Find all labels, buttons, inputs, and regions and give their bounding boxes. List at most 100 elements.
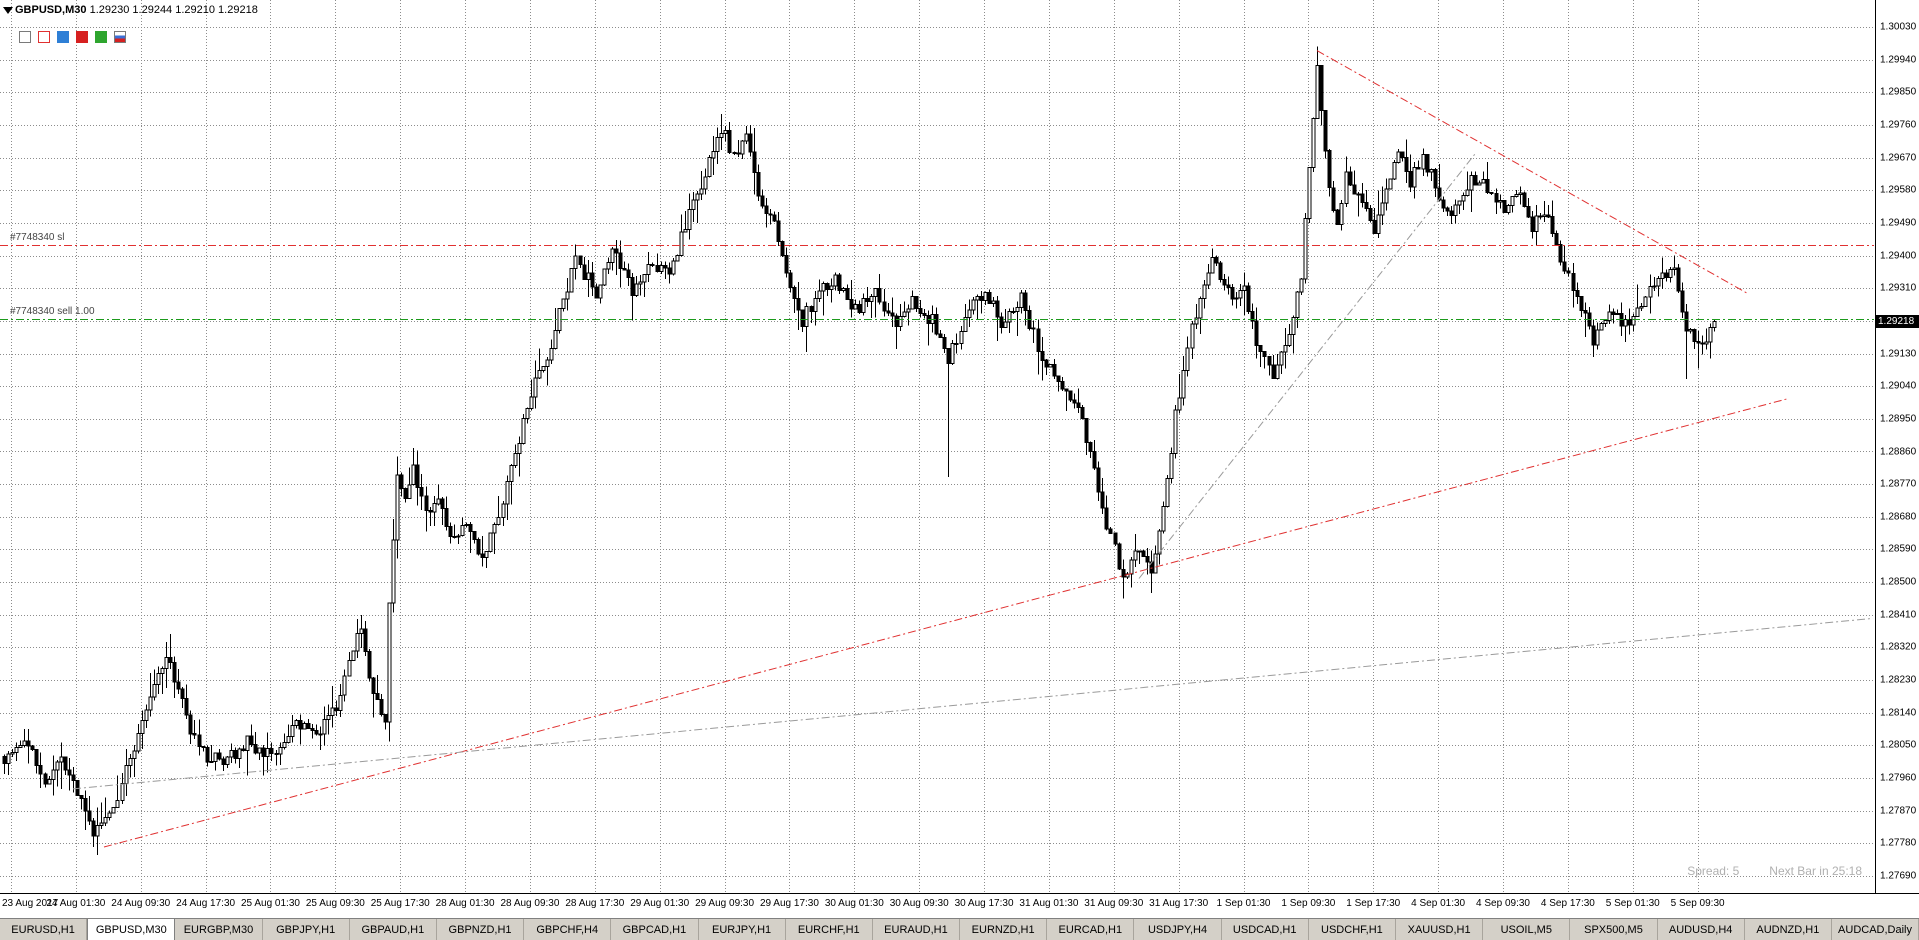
chart-tab-usdchf-h1[interactable]: USDCHF,H1 (1309, 919, 1396, 940)
blue-swatch-icon[interactable] (57, 31, 69, 43)
chart-tab-bar: EURUSD,H1 GBPUSD,M30 EURGBP,M30 GBPJPY,H1 GB… (0, 918, 1919, 940)
chart-tab-audcad-daily[interactable]: AUDCAD,Daily (1832, 919, 1919, 940)
price-axis-label: 1.29310 (1880, 282, 1917, 294)
time-axis-label: 4 Sep 17:30 (1540, 898, 1595, 909)
time-axis-label: 1 Sep 17:30 (1346, 898, 1401, 909)
symbol-timeframe-label: GBPUSD,M30 (15, 4, 87, 16)
price-axis-label: 1.28770 (1880, 478, 1917, 490)
price-axis-label: 1.29760 (1880, 119, 1917, 131)
time-axis-label: 5 Sep 01:30 (1605, 898, 1660, 909)
sell-position-line-label: #7748340 sell 1.00 (10, 306, 95, 318)
price-axis-label: 1.29130 (1880, 348, 1917, 360)
chart-tab-eurchf-h1[interactable]: EURCHF,H1 (786, 919, 873, 940)
candlestick-chart[interactable] (0, 0, 1919, 918)
price-axis-label: 1.29040 (1880, 380, 1917, 392)
time-axis-label: 29 Aug 17:30 (759, 898, 819, 909)
chart-tab-eurnzd-h1[interactable]: EURNZD,H1 (960, 919, 1048, 940)
chart-tab-gbpchf-h4[interactable]: GBPCHF,H4 (524, 919, 612, 940)
time-axis-label: 24 Aug 17:30 (176, 898, 236, 909)
time-axis-label: 4 Sep 01:30 (1411, 898, 1466, 909)
red-swatch-icon[interactable] (76, 31, 88, 43)
time-axis-label: 30 Aug 17:30 (954, 898, 1014, 909)
chart-title: GBPUSD,M30 1.29230 1.29244 1.29210 1.292… (15, 4, 258, 16)
price-axis-label: 1.29400 (1880, 250, 1917, 262)
time-axis-label: 1 Sep 01:30 (1216, 898, 1271, 909)
spread-label: Spread: 5 (1687, 864, 1740, 878)
object-color-toolbar (19, 31, 126, 43)
time-axis-label: 1 Sep 09:30 (1281, 898, 1336, 909)
time-axis-label: 25 Aug 09:30 (305, 898, 365, 909)
support-trendline-red[interactable] (103, 398, 1788, 848)
price-axis-label: 1.27960 (1880, 772, 1917, 784)
time-axis-label: 24 Aug 09:30 (111, 898, 171, 909)
price-axis-label: 1.28950 (1880, 413, 1917, 425)
time-axis-label: 24 Aug 01:30 (46, 898, 106, 909)
green-swatch-icon[interactable] (95, 31, 107, 43)
time-axis-label: 30 Aug 01:30 (824, 898, 884, 909)
time-axis-label: 30 Aug 09:30 (889, 898, 949, 909)
next-bar-countdown: Next Bar in 25:18 (1769, 864, 1862, 878)
ohlc-values: 1.29230 1.29244 1.29210 1.29218 (89, 4, 258, 16)
chart-tab-gbpcad-h1[interactable]: GBPCAD,H1 (611, 919, 699, 940)
price-axis-label: 1.27690 (1880, 870, 1917, 882)
chart-tab-eurcad-h1[interactable]: EURCAD,H1 (1047, 919, 1135, 940)
price-axis-label: 1.28050 (1880, 739, 1917, 751)
candles (2, 46, 1717, 855)
red-outline-swatch-icon[interactable] (38, 31, 50, 43)
chart-tab-usdjpy-h4[interactable]: USDJPY,H4 (1134, 919, 1222, 940)
price-axis-label: 1.29670 (1880, 152, 1917, 164)
price-axis-label: 1.29940 (1880, 54, 1917, 66)
time-axis-label: 31 Aug 17:30 (1149, 898, 1209, 909)
chart-tab-audusd-h4[interactable]: AUDUSD,H4 (1658, 919, 1745, 940)
long-trendline-gray[interactable] (72, 617, 1874, 790)
price-axis-label: 1.28230 (1880, 674, 1917, 686)
time-axis-label: 29 Aug 01:30 (630, 898, 690, 909)
price-axis-label: 1.28860 (1880, 446, 1917, 457)
chart-area[interactable]: GBPUSD,M30 1.29230 1.29244 1.29210 1.292… (0, 0, 1919, 918)
price-axis-label: 1.27780 (1880, 837, 1917, 849)
time-axis-label: 4 Sep 09:30 (1476, 898, 1530, 909)
chart-tab-gbpusd-m30[interactable]: GBPUSD,M30 (87, 919, 176, 940)
time-axis-label: 31 Aug 09:30 (1084, 898, 1144, 909)
time-axis-label: 25 Aug 17:30 (370, 898, 430, 909)
price-axis-label: 1.28500 (1880, 576, 1917, 588)
steep-trendline-gray[interactable] (1138, 153, 1476, 579)
time-axis-label: 5 Sep 09:30 (1670, 898, 1725, 909)
chart-tab-spx500-m5[interactable]: SPX500,M5 (1570, 919, 1658, 940)
time-axis-label: 29 Aug 09:30 (695, 898, 755, 909)
status-text: Spread: 5 Next Bar in 25:18 (1687, 864, 1862, 878)
price-axis-label: 1.28140 (1880, 707, 1917, 719)
chart-tab-xauusd-h1[interactable]: XAUUSD,H1 (1396, 919, 1484, 940)
chart-tab-gbpnzd-h1[interactable]: GBPNZD,H1 (437, 919, 525, 940)
chart-tab-eurgbp-m30[interactable]: EURGBP,M30 (175, 919, 263, 940)
price-axis-label: 1.29490 (1880, 217, 1917, 229)
chart-tab-gbpjpy-h1[interactable]: GBPJPY,H1 (263, 919, 350, 940)
chart-tab-euraud-h1[interactable]: EURAUD,H1 (873, 919, 961, 940)
time-axis-label: 23 Aug 2017 (2, 898, 59, 909)
chart-tab-audnzd-h1[interactable]: AUDNZD,H1 (1745, 919, 1832, 940)
price-axis-label: 1.28320 (1880, 641, 1917, 653)
price-axis-label: 1.29580 (1880, 184, 1917, 196)
white-swatch-icon[interactable] (19, 31, 31, 43)
striped-swatch-icon[interactable] (114, 31, 126, 43)
stop-loss-line-label: #7748340 sl (10, 231, 65, 243)
time-axis-label: 28 Aug 01:30 (435, 898, 495, 909)
resistance-trendline-red[interactable] (1316, 50, 1749, 295)
time-axis-label: 25 Aug 01:30 (240, 898, 300, 909)
chart-tab-gbpaud-h1[interactable]: GBPAUD,H1 (350, 919, 437, 940)
chart-tab-eurjpy-h1[interactable]: EURJPY,H1 (699, 919, 786, 940)
grid (0, 0, 1874, 893)
time-axis-label: 28 Aug 17:30 (565, 898, 625, 909)
chart-tab-usdcad-h1[interactable]: USDCAD,H1 (1222, 919, 1309, 940)
time-axis-label: 28 Aug 09:30 (500, 898, 560, 909)
price-axis-label: 1.28410 (1880, 609, 1917, 621)
price-axis-label: 1.28680 (1880, 511, 1917, 523)
chart-tab-usoil-m5[interactable]: USOIL,M5 (1483, 919, 1571, 940)
one-click-trading-toggle[interactable] (3, 7, 13, 14)
chart-tab-eurusd-h1[interactable]: EURUSD,H1 (0, 919, 88, 940)
price-axis-label: 1.30030 (1880, 21, 1917, 33)
time-axis-label: 31 Aug 01:30 (1019, 898, 1079, 909)
price-axis-label: 1.29850 (1880, 86, 1917, 98)
price-axis-label: 1.28590 (1880, 543, 1917, 555)
